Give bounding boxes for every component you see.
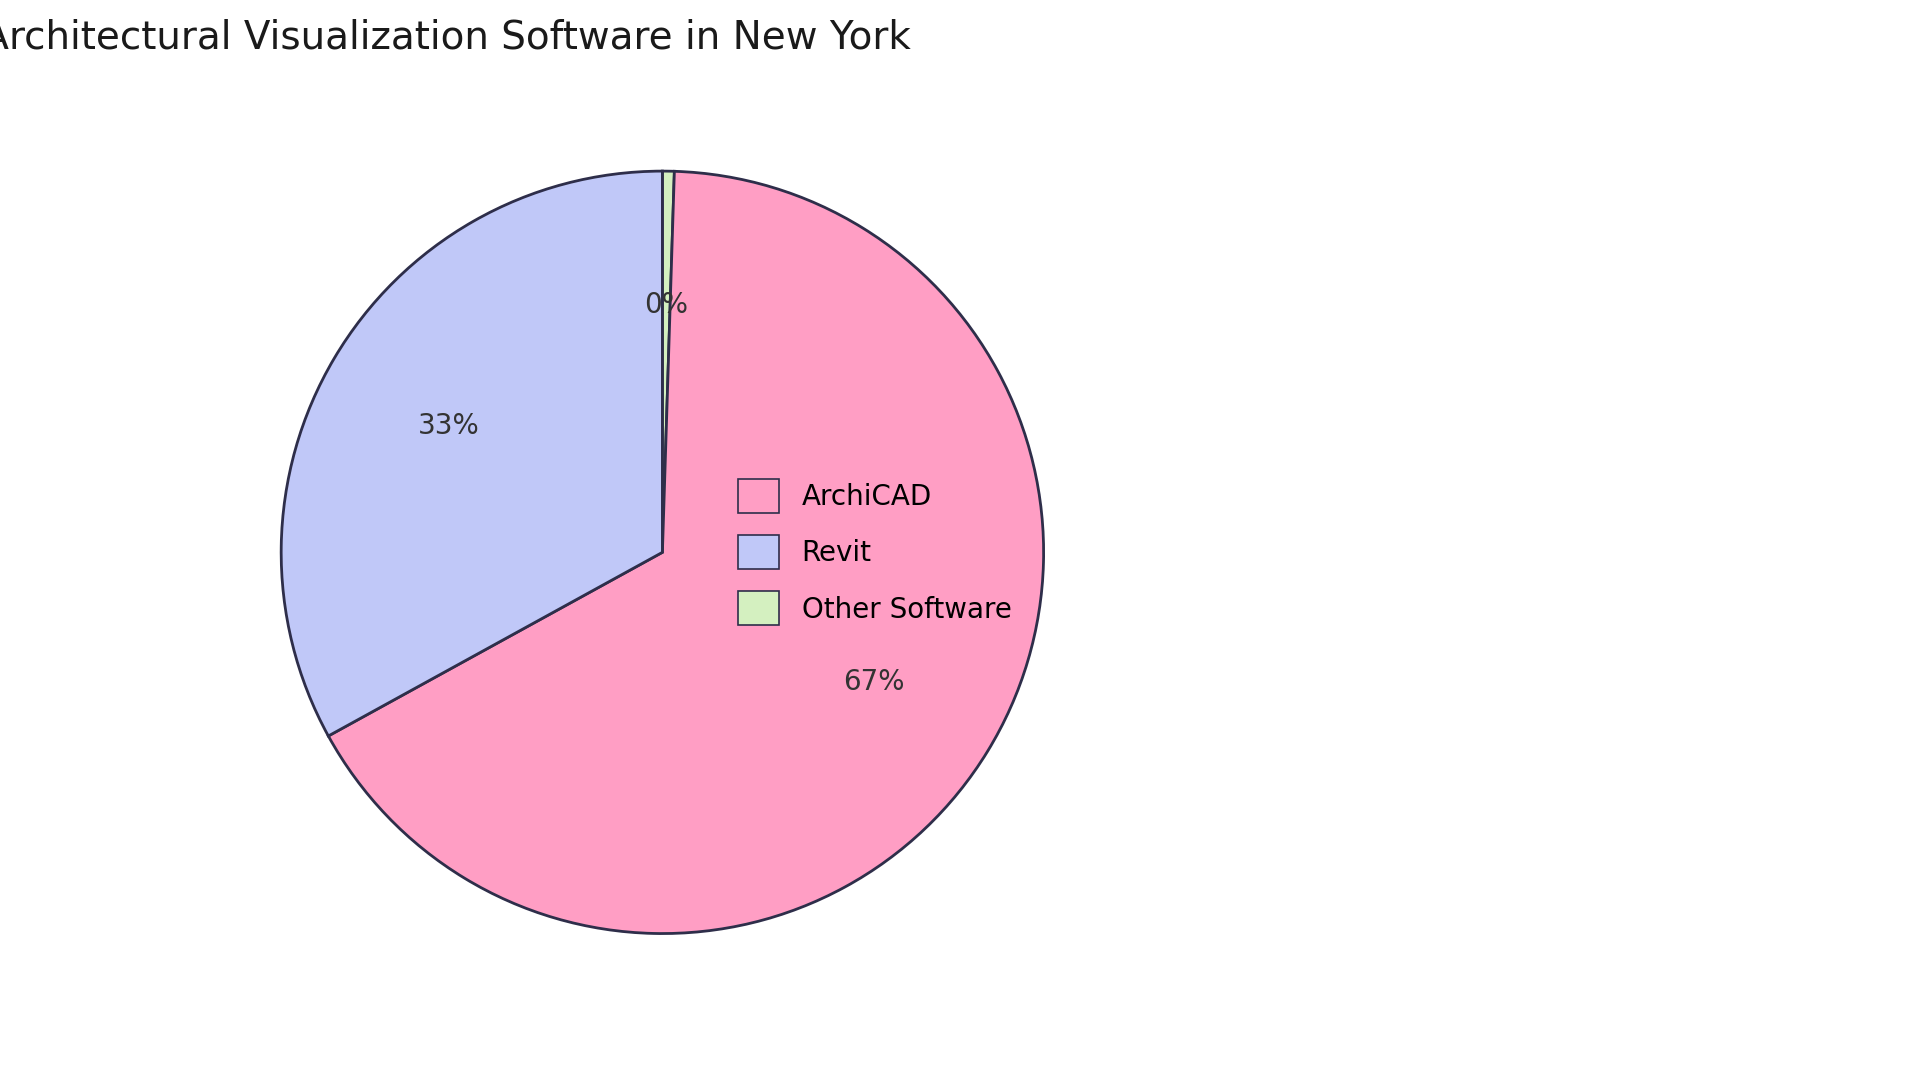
Wedge shape [328,171,1044,934]
Legend: ArchiCAD, Revit, Other Software: ArchiCAD, Revit, Other Software [724,466,1025,639]
Text: Market Share of Architectural Visualization Software in New York: Market Share of Architectural Visualizat… [0,18,910,56]
Wedge shape [662,171,674,552]
Text: 33%: 33% [419,413,480,440]
Text: 0%: 0% [645,290,687,318]
Text: 67%: 67% [843,668,904,695]
Wedge shape [280,171,662,736]
